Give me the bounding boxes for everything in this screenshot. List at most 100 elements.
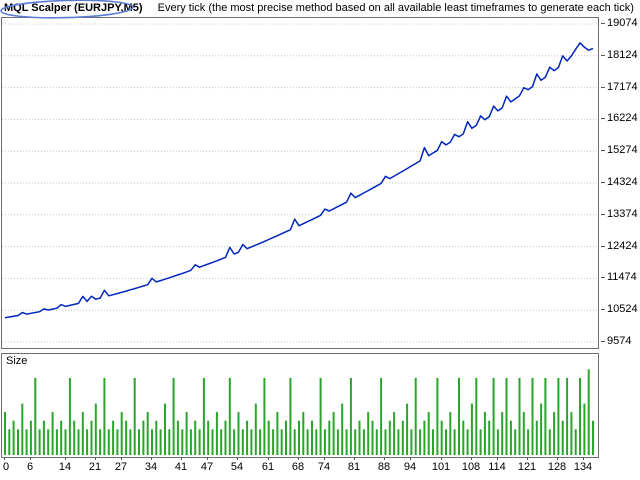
- y-axis-tick: [601, 309, 605, 310]
- size-bar: [332, 412, 335, 455]
- size-bar: [384, 429, 387, 455]
- size-bar: [570, 412, 573, 455]
- x-axis-label: 54: [230, 461, 244, 473]
- size-bar: [410, 429, 413, 455]
- y-axis-tick: [601, 87, 605, 88]
- size-bar: [419, 429, 422, 455]
- y-axis-label: 10524: [607, 303, 638, 315]
- x-axis-label: 114: [488, 461, 506, 473]
- size-bar: [440, 420, 443, 455]
- size-bar: [479, 429, 482, 455]
- size-bar: [393, 412, 396, 455]
- size-bar: [17, 429, 19, 455]
- size-bar: [358, 420, 361, 455]
- size-bar: [470, 403, 473, 455]
- size-bar: [142, 420, 145, 455]
- size-bar: [241, 429, 244, 455]
- size-bar: [509, 420, 512, 455]
- x-axis-tick: [121, 457, 122, 460]
- size-bar: [207, 420, 210, 455]
- size-bar: [375, 429, 378, 455]
- size-bar: [574, 429, 577, 455]
- size-bar: [531, 377, 534, 455]
- x-axis-label: 74: [317, 461, 331, 473]
- size-bar: [483, 412, 486, 455]
- size-bar: [427, 412, 430, 455]
- size-bar: [436, 377, 439, 455]
- size-bar: [21, 403, 24, 455]
- size-bar: [505, 377, 508, 455]
- x-axis-label: 128: [547, 461, 567, 473]
- size-bar: [371, 420, 374, 455]
- y-axis-tick: [601, 214, 605, 215]
- x-axis-label: 108: [461, 461, 481, 473]
- report-header: MQL Scalper (EURJPY,M5) Every tick (the …: [0, 0, 634, 19]
- size-bar: [302, 412, 305, 455]
- x-axis-tick: [268, 457, 269, 460]
- size-bar: [116, 429, 119, 455]
- size-bar: [319, 377, 322, 455]
- size-bar: [557, 377, 560, 455]
- y-axis-tick: [601, 341, 605, 342]
- x-axis-label: 121: [517, 461, 537, 473]
- size-bar: [254, 403, 257, 455]
- balance-line: [4, 42, 594, 319]
- size-bar: [388, 420, 391, 455]
- size-bar: [544, 377, 547, 455]
- y-axis-label: 16224: [607, 112, 638, 124]
- y-axis-label: 12424: [607, 240, 638, 252]
- size-bar: [432, 429, 434, 455]
- x-axis-tick: [324, 457, 325, 460]
- size-bar: [380, 377, 383, 455]
- size-bar: [151, 429, 153, 455]
- y-axis-tick: [601, 182, 605, 183]
- y-axis-label: 18124: [607, 49, 638, 61]
- x-axis-tick: [237, 457, 238, 460]
- size-bar: [583, 403, 586, 455]
- size-bar: [323, 429, 326, 455]
- y-axis-label: 17174: [607, 81, 638, 93]
- size-bar: [462, 420, 465, 455]
- y-axis-tick: [601, 55, 605, 56]
- x-axis-label: 47: [200, 461, 214, 473]
- size-bar: [280, 429, 283, 455]
- size-bar: [336, 429, 339, 455]
- x-axis-tick: [471, 457, 472, 460]
- y-axis-tick: [601, 150, 605, 151]
- size-bar: [367, 412, 370, 455]
- size-bar: [64, 429, 67, 455]
- size-bar: [112, 420, 115, 455]
- x-axis-labels: 0 6 14 21 27 34 41 47 54 61 68 74 81 88 94 101 108 114 121…: [1, 457, 599, 475]
- y-axis-label: 11474: [607, 271, 637, 283]
- size-bar: [566, 377, 569, 455]
- size-bar: [164, 403, 166, 455]
- size-bar: [99, 429, 102, 455]
- size-bar: [501, 412, 504, 455]
- size-bar: [475, 377, 478, 455]
- size-bar: [125, 420, 128, 455]
- size-bar: [172, 377, 175, 455]
- x-axis-label: 101: [431, 461, 451, 473]
- size-bar: [73, 420, 76, 455]
- size-bar: [29, 420, 32, 455]
- size-bar: [42, 420, 45, 455]
- x-axis-tick: [384, 457, 385, 460]
- x-axis-tick: [207, 457, 208, 460]
- size-bar: [194, 420, 197, 455]
- size-bar: [540, 403, 543, 455]
- size-bar: [86, 429, 89, 455]
- size-bar: [68, 377, 71, 455]
- size-bar: [315, 429, 318, 455]
- x-axis-label: 41: [174, 461, 188, 473]
- size-bar: [518, 377, 521, 455]
- size-bar: [237, 412, 240, 455]
- x-axis-label: 34: [144, 461, 158, 473]
- size-bar: [138, 429, 140, 455]
- size-bar: [77, 429, 80, 455]
- balance-chart-canvas: [2, 23, 598, 343]
- x-axis-tick: [181, 457, 182, 460]
- size-bar: [38, 429, 41, 455]
- size-bar: [159, 429, 162, 455]
- size-bar: [514, 429, 517, 455]
- size-bar: [349, 377, 352, 455]
